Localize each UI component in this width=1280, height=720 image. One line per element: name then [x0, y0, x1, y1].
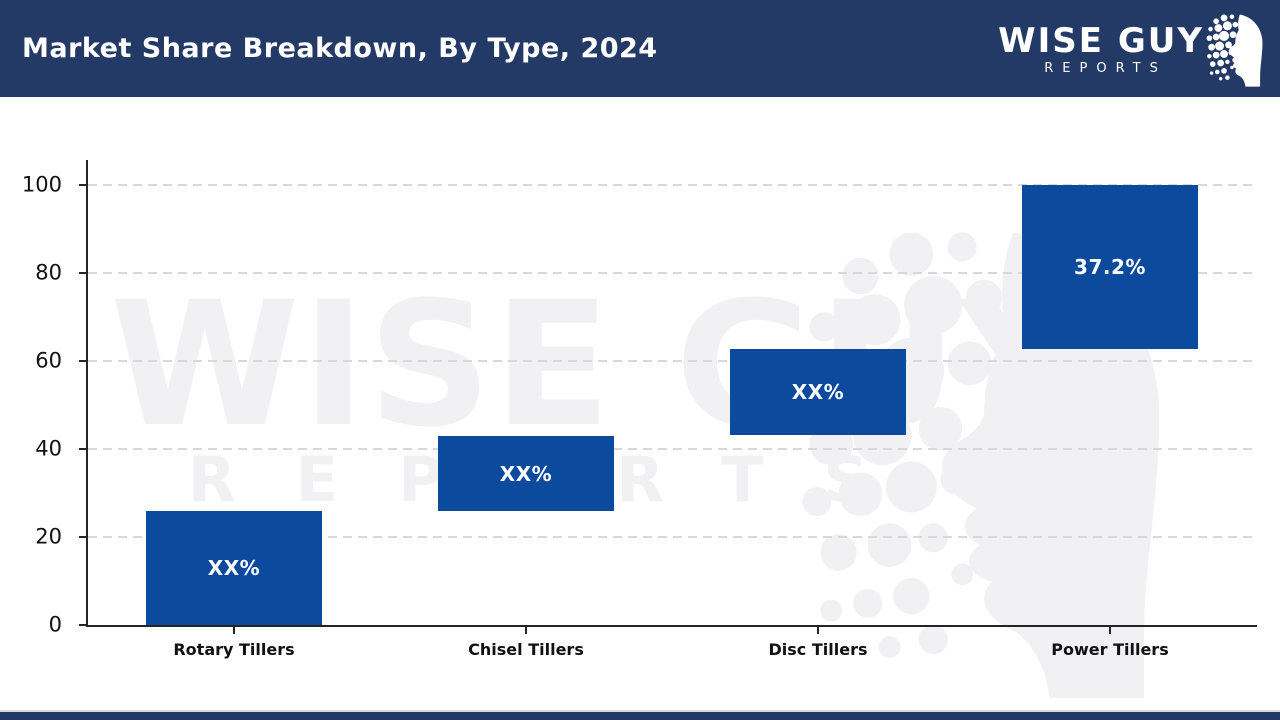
gridline-60 — [88, 360, 1256, 362]
x-category-label-1: Rotary Tillers — [173, 640, 295, 659]
footer-bar — [0, 712, 1280, 720]
y-tick-60 — [79, 360, 86, 362]
x-tick-3 — [817, 627, 819, 634]
gridline-100 — [88, 184, 1256, 186]
y-axis-labels: 0 20 40 60 80 100 — [0, 174, 78, 635]
y-tick-label-40: 40 — [35, 436, 62, 461]
bar-value-label: XX% — [207, 556, 261, 581]
y-tick-20 — [79, 536, 86, 538]
bar-disc-tillers: XX% — [730, 349, 906, 435]
y-tick-0 — [79, 624, 86, 626]
bar-rotary-tillers: XX% — [146, 511, 322, 625]
x-axis-line — [86, 624, 1257, 627]
plot-area: XX% XX% XX% 37.2% — [79, 160, 1257, 634]
page-title: Market Share Breakdown, By Type, 2024 — [22, 33, 658, 64]
watermark-dotted-head-icon — [798, 232, 1160, 698]
gridline-80 — [88, 272, 1256, 274]
y-tick-40 — [79, 448, 86, 450]
brand-logo-text: WISE GUY REPORTS — [998, 20, 1204, 77]
y-tick-80 — [79, 272, 86, 274]
y-tick-label-100: 100 — [21, 172, 62, 197]
y-tick-label-80: 80 — [35, 260, 62, 285]
y-tick-label-60: 60 — [35, 348, 62, 373]
footer-divider — [0, 710, 1280, 712]
y-tick-label-20: 20 — [35, 524, 62, 549]
gridline-40 — [88, 448, 1256, 450]
brand-logo: WISE GUY REPORTS — [998, 4, 1268, 96]
x-tick-1 — [233, 627, 235, 634]
x-category-label-2: Chisel Tillers — [468, 640, 584, 659]
y-tick-label-0: 0 — [48, 612, 62, 637]
bar-value-label: 37.2% — [1074, 254, 1146, 279]
bar-chisel-tillers: XX% — [438, 436, 614, 512]
dotted-head-logo-icon — [1206, 14, 1263, 87]
x-tick-4 — [1109, 627, 1111, 634]
x-category-label-3: Disc Tillers — [768, 640, 868, 659]
x-tick-2 — [525, 627, 527, 634]
x-category-label-4: Power Tillers — [1051, 640, 1169, 659]
brand-subname: REPORTS — [1044, 61, 1167, 77]
y-axis-line — [86, 160, 88, 627]
bar-power-tillers: 37.2% — [1022, 185, 1198, 349]
header-bar: Market Share Breakdown, By Type, 2024 WI… — [0, 0, 1280, 97]
bar-value-label: XX% — [499, 461, 553, 486]
y-tick-100 — [79, 184, 86, 186]
bar-value-label: XX% — [791, 380, 845, 405]
x-axis-labels: Rotary Tillers Chisel Tillers Disc Tillers… — [88, 640, 1256, 670]
brand-name: WISE GUY — [998, 20, 1204, 61]
gridline-20 — [88, 536, 1256, 538]
